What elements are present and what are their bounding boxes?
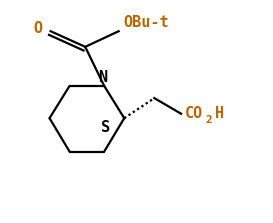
Text: O: O [34,21,43,37]
Text: OBu-t: OBu-t [123,15,169,30]
Text: H: H [215,106,224,121]
Text: N: N [99,70,108,85]
Text: S: S [101,120,110,135]
Text: 2: 2 [206,116,212,125]
Text: CO: CO [185,106,203,121]
